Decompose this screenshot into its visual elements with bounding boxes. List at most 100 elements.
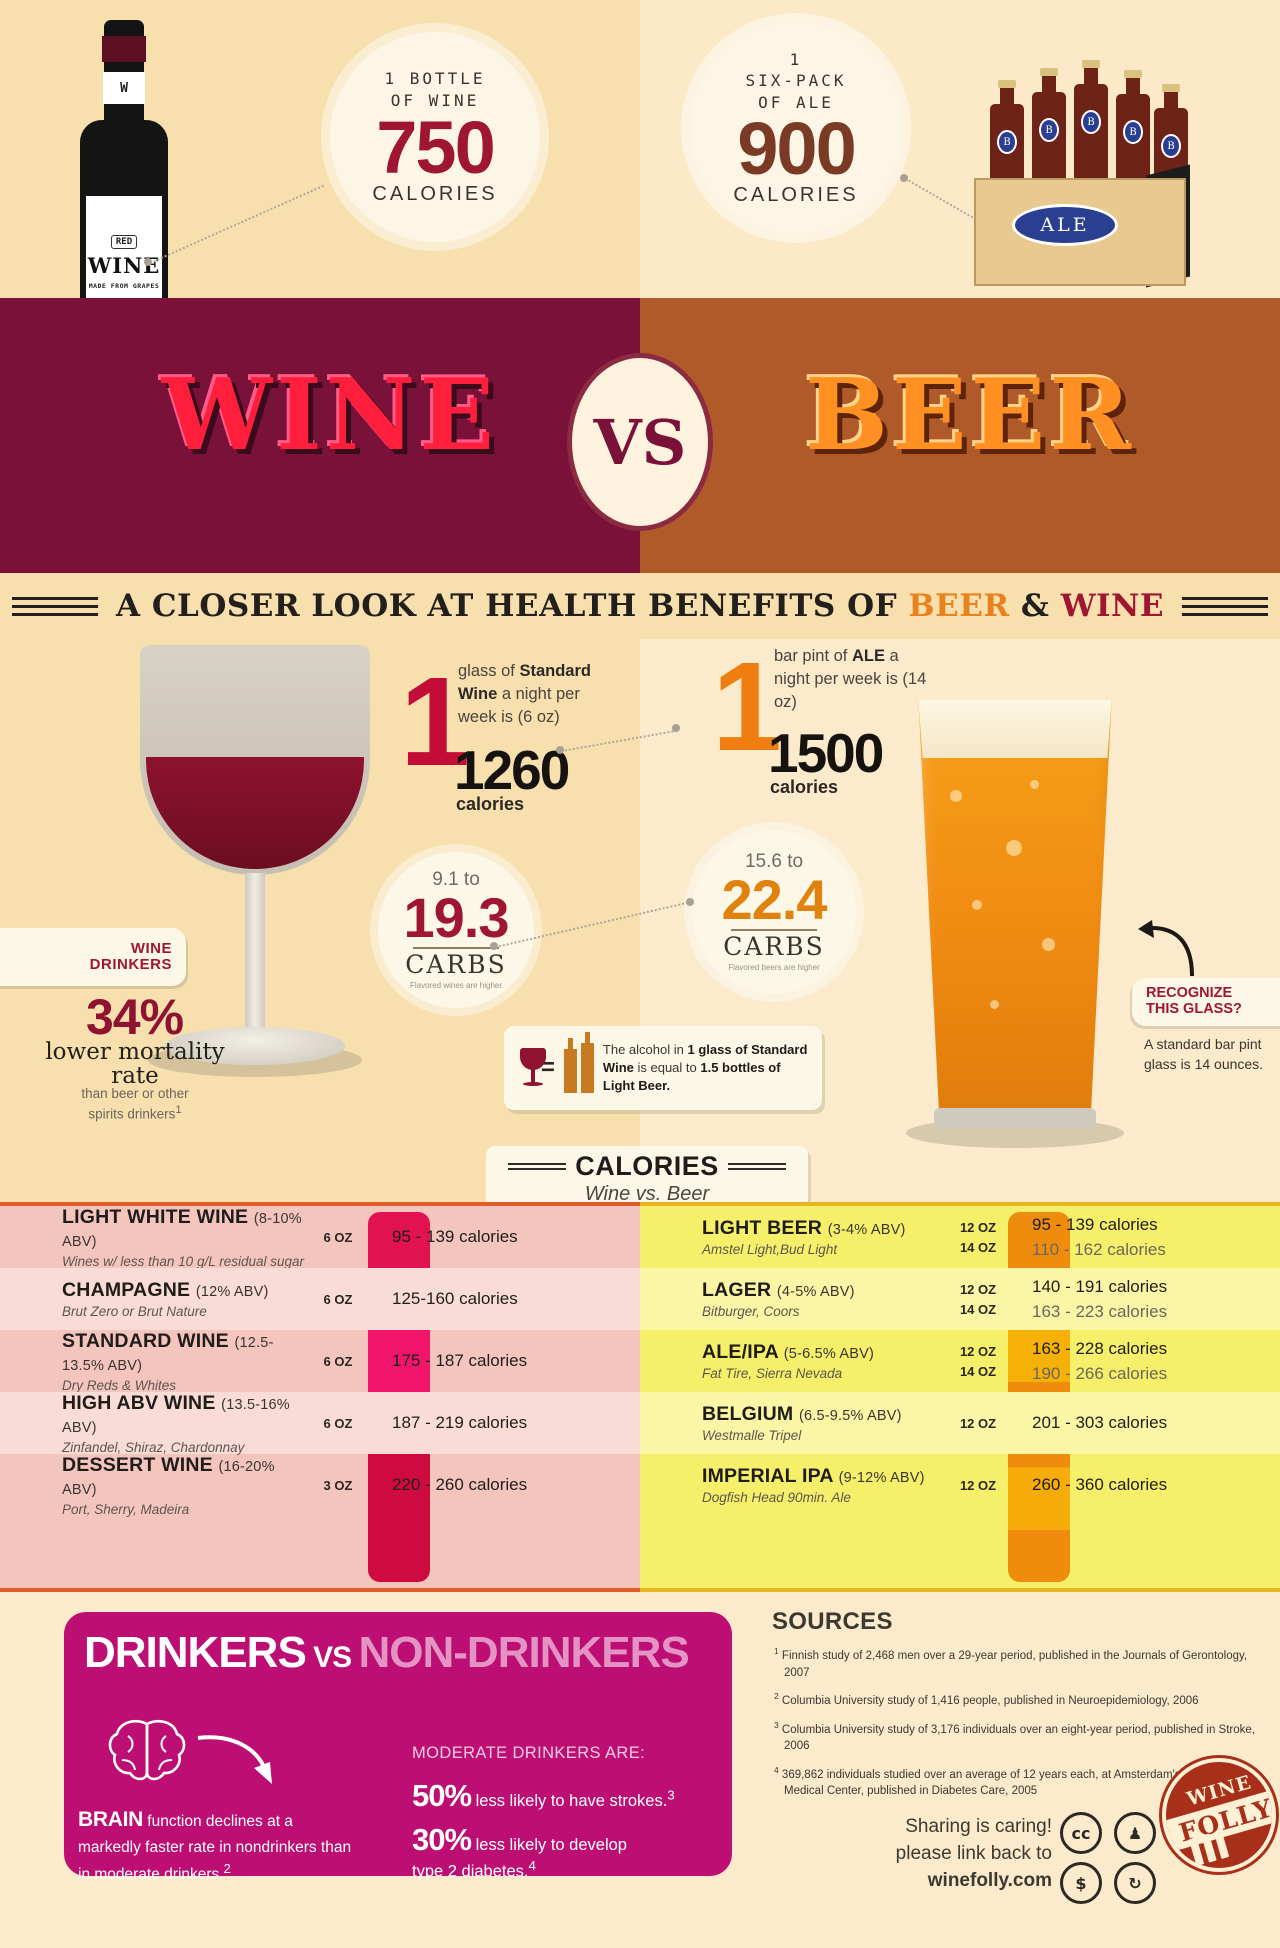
closer-look-header: A CLOSER LOOK AT HEALTH BENEFITS OF BEER… <box>0 573 1280 639</box>
stat-2-text: less likely to develop type 2 diabetes. <box>412 1836 627 1881</box>
row-examples: Port, Sherry, Madeira <box>62 1501 190 1517</box>
wine-glass-icon <box>520 1048 546 1088</box>
row-abv: (3-4% ABV) <box>827 1222 906 1238</box>
row-title: DESSERT WINE (16-20% ABV) <box>62 1453 275 1498</box>
beer-desc-bold: ALE <box>851 647 885 665</box>
row-oz-1: 6 OZ <box>323 1291 353 1307</box>
row-cal-1: 220 - 260 calories <box>392 1475 528 1494</box>
wine-desc-pre: glass of <box>458 662 520 680</box>
row-oz-1: 6 OZ <box>323 1229 353 1245</box>
beer-weekly-calorie-label: calories <box>770 777 839 797</box>
mortality-note: than beer or other spirits drinkers1 <box>10 1086 260 1123</box>
banner-wine-title: WINE <box>161 358 499 473</box>
source-number: 4 <box>774 1764 779 1775</box>
mortality-note-sup: 1 <box>175 1103 182 1116</box>
row-abv: (13.5-16% ABV) <box>62 1396 290 1436</box>
eq-text-b2: 1.5 bottles of Light Beer. <box>602 1060 781 1093</box>
wine-circle-number: 750 <box>376 105 495 189</box>
wine-stat-description: glass of Standard Wine a night per week … <box>458 660 608 728</box>
row-cal-1: 163 - 228 calories <box>1032 1338 1168 1358</box>
moderate-drinkers-heading: MODERATE DRINKERS ARE: <box>412 1744 646 1762</box>
wine-circle-line1: 1 BOTTLE <box>384 69 486 89</box>
wine-desc-bold: Standard Wine <box>458 662 591 703</box>
glass-wine-liquid <box>146 757 364 869</box>
beer-circle-line3: OF ALE <box>758 92 834 112</box>
row-title: ALE/IPA (5-6.5% ABV) <box>702 1341 875 1363</box>
wine-one-digit: 1 <box>400 651 471 792</box>
row-abv: (12.5-13.5% ABV) <box>62 1334 274 1374</box>
table-row: LAGER (4-5% ABV) Bitburger, Coors 12 OZ 14 … <box>640 1268 1280 1330</box>
moderate-stat-2: 30% less likely to develop type 2 diabet… <box>412 1822 662 1881</box>
beer-pint-illustration <box>896 700 1134 1160</box>
row-serving-sizes: 6 OZ <box>306 1230 370 1245</box>
row-name-cell: LAGER (4-5% ABV) Bitburger, Coors <box>640 1279 946 1319</box>
source-number: 2 <box>774 1691 779 1702</box>
bottle-capsule <box>102 36 146 62</box>
beer-desc-post: a night per week is (14 oz) <box>774 647 927 711</box>
arrow-right-icon <box>197 1735 272 1784</box>
share-website[interactable]: winefolly.com <box>927 1869 1052 1891</box>
banner-beer-half <box>640 298 1280 573</box>
row-title: LIGHT WHITE WINE (8-10% ABV) <box>62 1205 302 1250</box>
wine-drinkers-tab-text: WINE DRINKERS <box>90 939 172 974</box>
row-name-cell: LIGHT BEER (3-4% ABV) Amstel Light,Bud Li… <box>640 1217 946 1257</box>
row-title: LIGHT BEER (3-4% ABV) <box>702 1217 906 1239</box>
share-text: Sharing is caring! please link back to w… <box>812 1814 1052 1895</box>
row-abv: (6.5-9.5% ABV) <box>798 1408 902 1424</box>
row-name-cell: ALE/IPA (5-6.5% ABV) Fat Tire, Sierra Nev… <box>640 1341 946 1381</box>
row-oz-1: 3 OZ <box>323 1477 353 1493</box>
drinkers-vs-nondrinkers-card <box>64 1612 732 1876</box>
wine-folly-logo[interactable]: WINE FOLLY <box>1162 1758 1276 1872</box>
table-row: ALE/IPA (5-6.5% ABV) Fat Tire, Sierra Nev… <box>640 1330 1280 1392</box>
row-serving-sizes: 12 OZ 14 OZ <box>946 1282 1010 1317</box>
calories-header-subtitle: Wine vs. Beer <box>584 1182 710 1205</box>
wine-drinkers-line1: WINE <box>130 939 172 957</box>
beer-stat-description: bar pint of ALE a night per week is (14 … <box>774 645 934 713</box>
moderate-stat-1: 50% less likely to have strokes.3 <box>412 1778 675 1814</box>
wine-carbs-value: 19.3 <box>403 886 510 950</box>
cc-by-icon: ♟ <box>1114 1812 1156 1854</box>
closer-prefix: A CLOSER LOOK AT HEALTH BENEFITS OF <box>116 588 909 624</box>
recognize-glass-tab: RECOGNIZE THIS GLASS? <box>1132 978 1280 1026</box>
beer-one-digit: 1 <box>712 636 783 777</box>
wine-desc-post: a night per week is (6 oz) <box>458 684 580 726</box>
beer-circle-number: 900 <box>737 107 856 191</box>
wine-drinkers-tab: WINE DRINKERS <box>0 928 186 986</box>
wine-weekly-calorie-number: 1260 <box>454 739 570 801</box>
eq-text-b1: 1 glass of Standard Wine <box>602 1042 808 1076</box>
leader-dot-calories-b <box>672 724 680 732</box>
row-title: LAGER (4-5% ABV) <box>702 1279 855 1301</box>
leader-dot-beer <box>900 174 908 182</box>
row-calories: 95 - 139 calories 110 - 162 calories <box>1010 1215 1166 1260</box>
beer-bottle: B <box>1032 68 1066 188</box>
row-examples: Amstel Light,Bud Light <box>702 1242 838 1257</box>
recognize-line2: THIS GLASS? <box>1146 1001 1242 1017</box>
beer-bottles-icon <box>563 1032 594 1093</box>
cc-nc-icon: $ <box>1060 1862 1102 1904</box>
table-row: IMPERIAL IPA (9-12% ABV) Dogfish Head 90m… <box>640 1454 1280 1516</box>
curved-arrow-icon <box>1138 920 1194 977</box>
wine-rows: LIGHT WHITE WINE (8-10% ABV) Wines w/ les… <box>0 1205 640 1517</box>
row-calories: 260 - 360 calories <box>1010 1475 1167 1495</box>
row-name-cell: CHAMPAGNE (12% ABV) Brut Zero or Brut Nat… <box>0 1279 306 1319</box>
row-title: STANDARD WINE (12.5-13.5% ABV) <box>62 1329 274 1374</box>
eq-text-mid: is equal to <box>633 1060 701 1076</box>
beer-rows: LIGHT BEER (3-4% ABV) Amstel Light,Bud Li… <box>640 1206 1280 1516</box>
beer-weekly-calorie-number: 1500 <box>768 722 884 784</box>
vs-badge: VS <box>572 358 708 526</box>
table-row: LIGHT BEER (3-4% ABV) Amstel Light,Bud Li… <box>640 1206 1280 1268</box>
row-examples: Westmalle Tripel <box>702 1428 802 1443</box>
row-oz-1: 6 OZ <box>323 1415 353 1431</box>
source-item: 4 369,862 individuals studied over an av… <box>774 1764 1254 1798</box>
row-abv: (8-10% ABV) <box>62 1210 302 1250</box>
bottle-label-made-from-grapes: MADE FROM GRAPES <box>88 281 160 290</box>
row-cal-1: 95 - 139 calories <box>392 1227 518 1246</box>
top-band: W RED WINE MADE FROM GRAPES 1 BOTTLE OF … <box>0 0 1280 404</box>
row-oz-2: 14 OZ <box>959 1363 997 1379</box>
stat-1-sup: 3 <box>667 1787 675 1803</box>
stat-1-text: less likely to have strokes. <box>471 1792 668 1810</box>
row-cal-2: 110 - 162 calories <box>1032 1239 1166 1259</box>
source-number: 3 <box>774 1719 779 1730</box>
row-serving-sizes: 12 OZ 14 OZ <box>946 1344 1010 1379</box>
beer-carbs-range-prefix: 15.6 to <box>744 851 804 873</box>
